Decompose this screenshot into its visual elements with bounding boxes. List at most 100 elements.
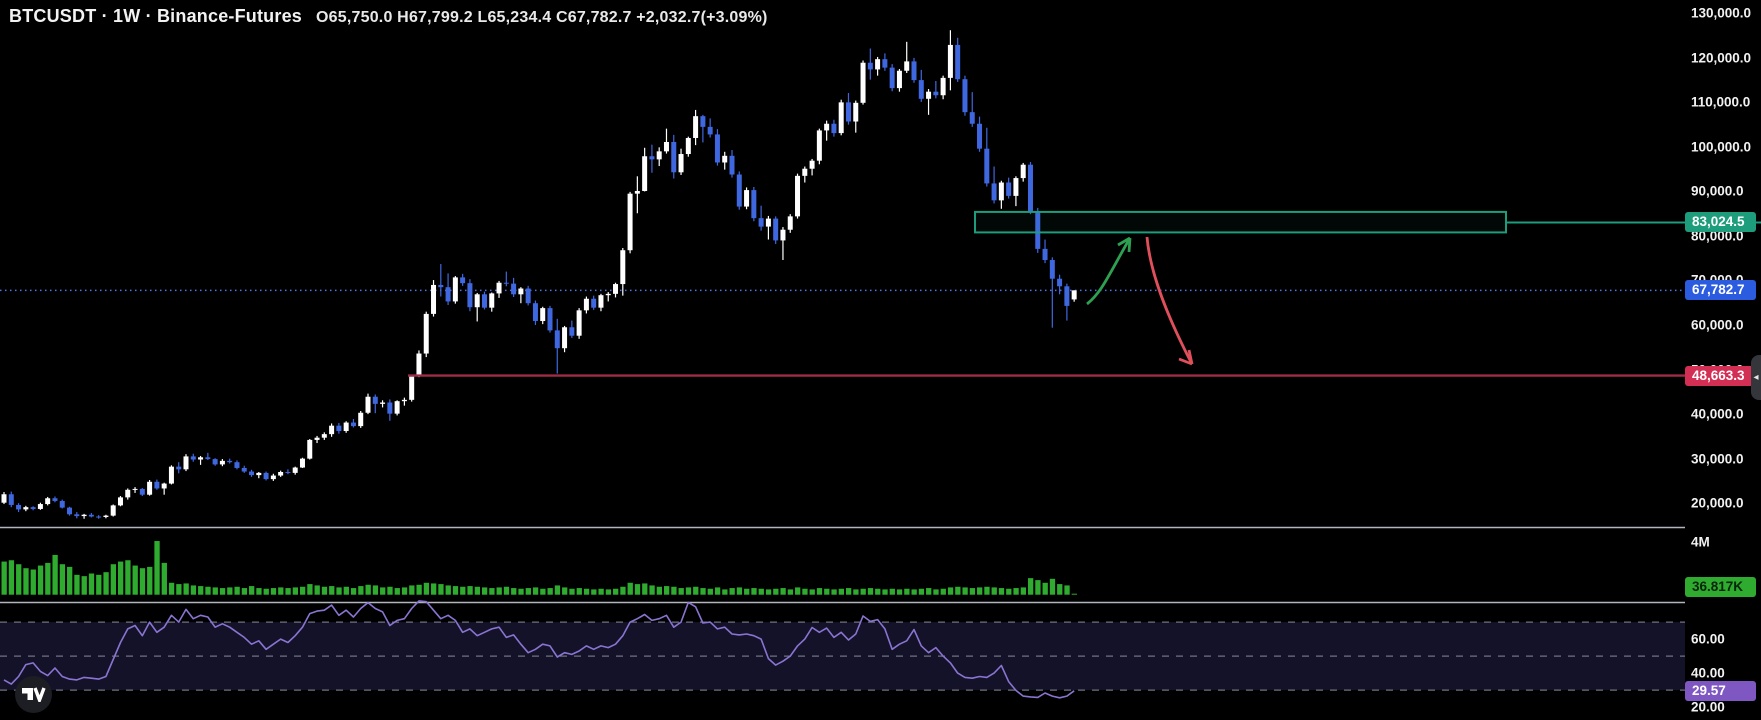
candle-body: [256, 472, 262, 476]
volume-bar: [663, 586, 670, 595]
volume-bar: [350, 588, 357, 595]
candle-body: [139, 488, 145, 495]
volume-bar: [336, 587, 342, 595]
up-arrow-drawing[interactable]: [1086, 237, 1132, 306]
volume-bar: [562, 587, 568, 595]
volume-bar: [831, 589, 837, 595]
candle-body: [234, 462, 240, 468]
volume-bar: [1027, 578, 1034, 595]
volume-bar: [292, 587, 298, 595]
candle-body: [387, 402, 393, 414]
candle-body: [1, 494, 7, 503]
candle-body: [824, 123, 830, 131]
price-scale-handle[interactable]: ◂: [1751, 355, 1761, 400]
volume-bar: [838, 588, 844, 595]
candle-body: [911, 61, 917, 81]
volume-bar: [103, 572, 109, 595]
candle-body: [525, 288, 531, 304]
candle-body: [96, 516, 102, 518]
volume-bar: [627, 582, 633, 595]
volume-bar: [409, 585, 415, 595]
volume-bar: [278, 587, 284, 595]
volume-bar: [496, 587, 502, 595]
supply-zone-rect[interactable]: [974, 210, 1507, 234]
price-tick-label: 30,000.0: [1691, 451, 1744, 467]
price-tick-label: 90,000.0: [1691, 183, 1744, 199]
rsi-tick-label: 60.00: [1691, 631, 1725, 647]
candle-body: [889, 67, 895, 89]
volume-bar: [132, 565, 138, 595]
price-scale[interactable]: 130,000.0 120,000.0 110,000.0 100,000.0 90,0…: [1685, 0, 1761, 720]
down-arrow-drawing[interactable]: [1145, 236, 1194, 365]
volume-bar: [467, 586, 473, 595]
volume-bar: [81, 576, 87, 595]
volume-bar: [685, 587, 692, 595]
candle-body: [998, 182, 1004, 201]
candle-body: [168, 466, 174, 484]
volume-bar: [52, 554, 58, 595]
candle-body: [219, 460, 225, 465]
candle-body: [416, 353, 422, 376]
candle-body: [947, 44, 953, 78]
candle-body: [394, 401, 400, 414]
candle-body: [802, 168, 808, 176]
volume-bar: [416, 584, 422, 595]
candle-body: [350, 422, 356, 427]
price-tick-label: 130,000.0: [1691, 5, 1752, 21]
candle-body: [190, 456, 196, 460]
volume-bar: [117, 561, 124, 595]
volume-bar: [1006, 588, 1012, 595]
volume-bar: [190, 585, 197, 595]
candle-body: [74, 514, 80, 517]
price-tick-label: 40,000.0: [1691, 406, 1744, 422]
candle-body: [1071, 290, 1077, 300]
volume-bar: [795, 587, 801, 595]
volume-bar: [554, 585, 561, 595]
volume-bar: [605, 589, 612, 595]
candle-body: [693, 116, 699, 138]
candle-body: [1049, 260, 1055, 279]
candle-body: [278, 471, 284, 476]
candle-body: [132, 488, 138, 490]
candle-body: [671, 142, 677, 173]
candle-body: [503, 282, 509, 284]
candle-body: [81, 514, 87, 517]
candle-body: [336, 425, 342, 432]
volume-bar: [824, 588, 830, 595]
symbol-title[interactable]: BTCUSDT · 1W · Binance-Futures: [9, 6, 303, 26]
volume-bar: [23, 568, 29, 595]
candle-body: [1027, 164, 1033, 212]
candle-body: [809, 160, 815, 169]
candle-body: [445, 287, 451, 302]
candle-body: [183, 456, 189, 470]
volume-bar: [984, 586, 990, 595]
candle-body: [955, 44, 961, 80]
volume-bar: [802, 588, 808, 595]
volume-bar: [372, 585, 379, 595]
candle-body: [765, 218, 771, 227]
candle-body: [343, 422, 349, 432]
price-tick-label: 120,000.0: [1691, 50, 1752, 66]
rsi-value-label: 29.57: [1685, 680, 1756, 701]
candle-body: [591, 298, 597, 308]
tradingview-logo[interactable]: [15, 676, 52, 713]
candle-body: [744, 190, 750, 207]
candle-body: [147, 481, 153, 495]
volume-bar: [307, 584, 313, 595]
candle-body: [314, 437, 320, 440]
volume-bar: [249, 586, 255, 595]
volume-bar: [729, 588, 735, 595]
candle-body: [532, 303, 538, 322]
volume-bar: [656, 586, 662, 595]
candle-body: [904, 61, 910, 71]
volume-bar: [700, 588, 706, 595]
candle-body: [838, 102, 844, 134]
candle-body: [154, 481, 160, 489]
volume-bar: [926, 588, 932, 595]
volume-bar: [329, 586, 335, 595]
volume-bar: [401, 587, 408, 595]
volume-bar: [853, 589, 859, 595]
candle-body: [263, 472, 269, 480]
candle-body: [227, 460, 233, 463]
